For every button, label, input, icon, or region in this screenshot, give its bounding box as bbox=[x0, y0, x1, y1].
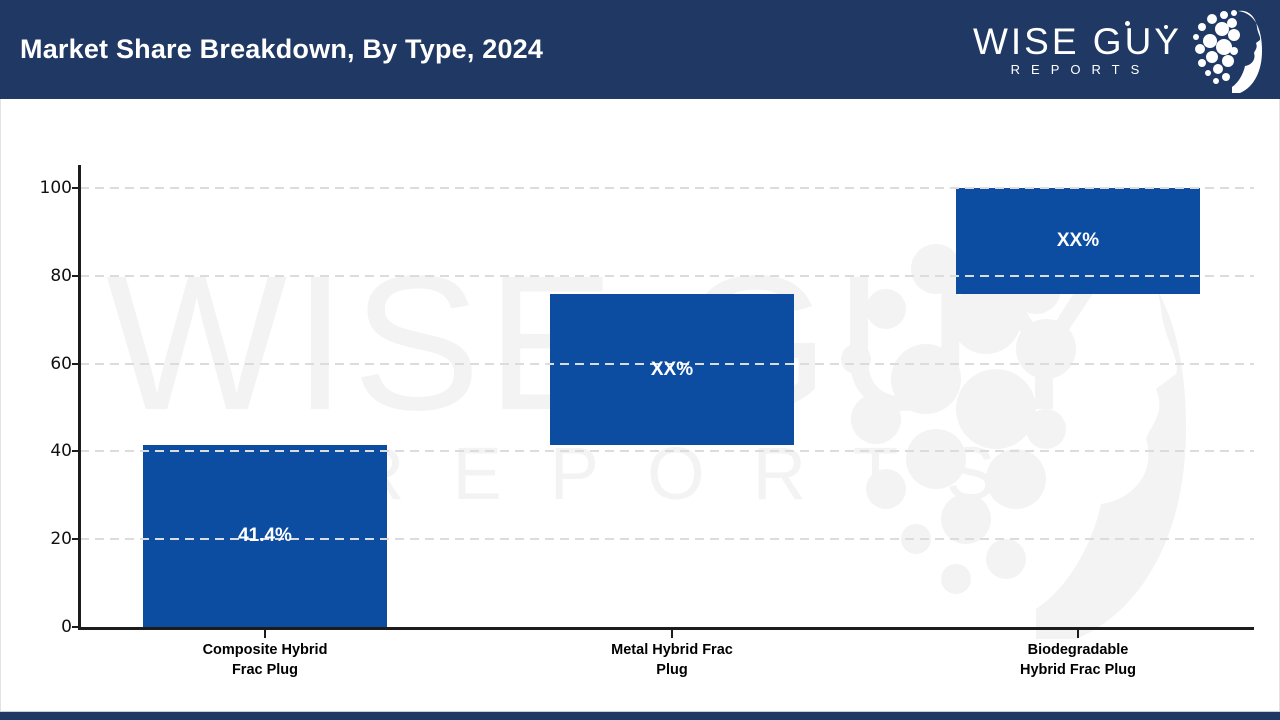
bar-2 bbox=[550, 293, 794, 446]
y-tick-label-100: 100 bbox=[39, 178, 72, 198]
y-tick-label-60: 60 bbox=[50, 353, 72, 374]
x-category-label-1: Composite Hybrid Frac Plug bbox=[202, 642, 328, 678]
footer-banner bbox=[0, 711, 1280, 720]
y-tick-label-80: 80 bbox=[50, 265, 72, 286]
head-profile-icon bbox=[1193, 9, 1262, 93]
y-tick-label-0: 0 bbox=[61, 617, 72, 637]
bar-value-label-1: 41.4% bbox=[238, 525, 292, 547]
y-tick-mark-0 bbox=[72, 626, 80, 628]
y-tick-mark-80 bbox=[72, 274, 80, 277]
chart-area: WISE GUY REPORTS bbox=[0, 99, 1280, 711]
y-tick-label-20: 20 bbox=[50, 529, 72, 550]
x-category-label-2: Metal Hybrid Frac Plug bbox=[611, 642, 733, 678]
bar-1 bbox=[143, 445, 387, 627]
x-tick-mark-1 bbox=[264, 630, 266, 638]
brand-subname: REPORTS bbox=[1010, 62, 1151, 77]
brand-name: WISE GUY bbox=[972, 21, 1182, 62]
y-tick-mark-60 bbox=[72, 362, 80, 365]
x-axis-spine bbox=[78, 627, 1254, 630]
bar-value-label-3: XX% bbox=[1056, 229, 1100, 251]
bar-value-label-2: XX% bbox=[650, 358, 694, 380]
labels-layer: 0 20 40 60 80 100 41.4% Composite Hybrid Frac P… bbox=[1, 99, 1279, 711]
y-tick-mark-40 bbox=[72, 450, 80, 453]
page-title: Market Share Breakdown, By Type, 2024 bbox=[20, 34, 544, 64]
y-axis-spine bbox=[78, 165, 81, 630]
y-tick-mark-100 bbox=[72, 187, 80, 189]
y-tick-mark-20 bbox=[72, 538, 80, 541]
header-banner: Market Share Breakdown, By Type, 2024 WI… bbox=[0, 0, 1280, 99]
x-tick-mark-2 bbox=[671, 630, 673, 638]
brand-logo-text: WISE GUY REPORTS bbox=[972, 21, 1182, 77]
x-category-label-3: Biodegradable Hybrid Frac Plug bbox=[1019, 642, 1137, 678]
y-tick-label-40: 40 bbox=[50, 441, 72, 462]
brand-logo: WISE GUY REPORTS bbox=[973, 7, 1280, 93]
